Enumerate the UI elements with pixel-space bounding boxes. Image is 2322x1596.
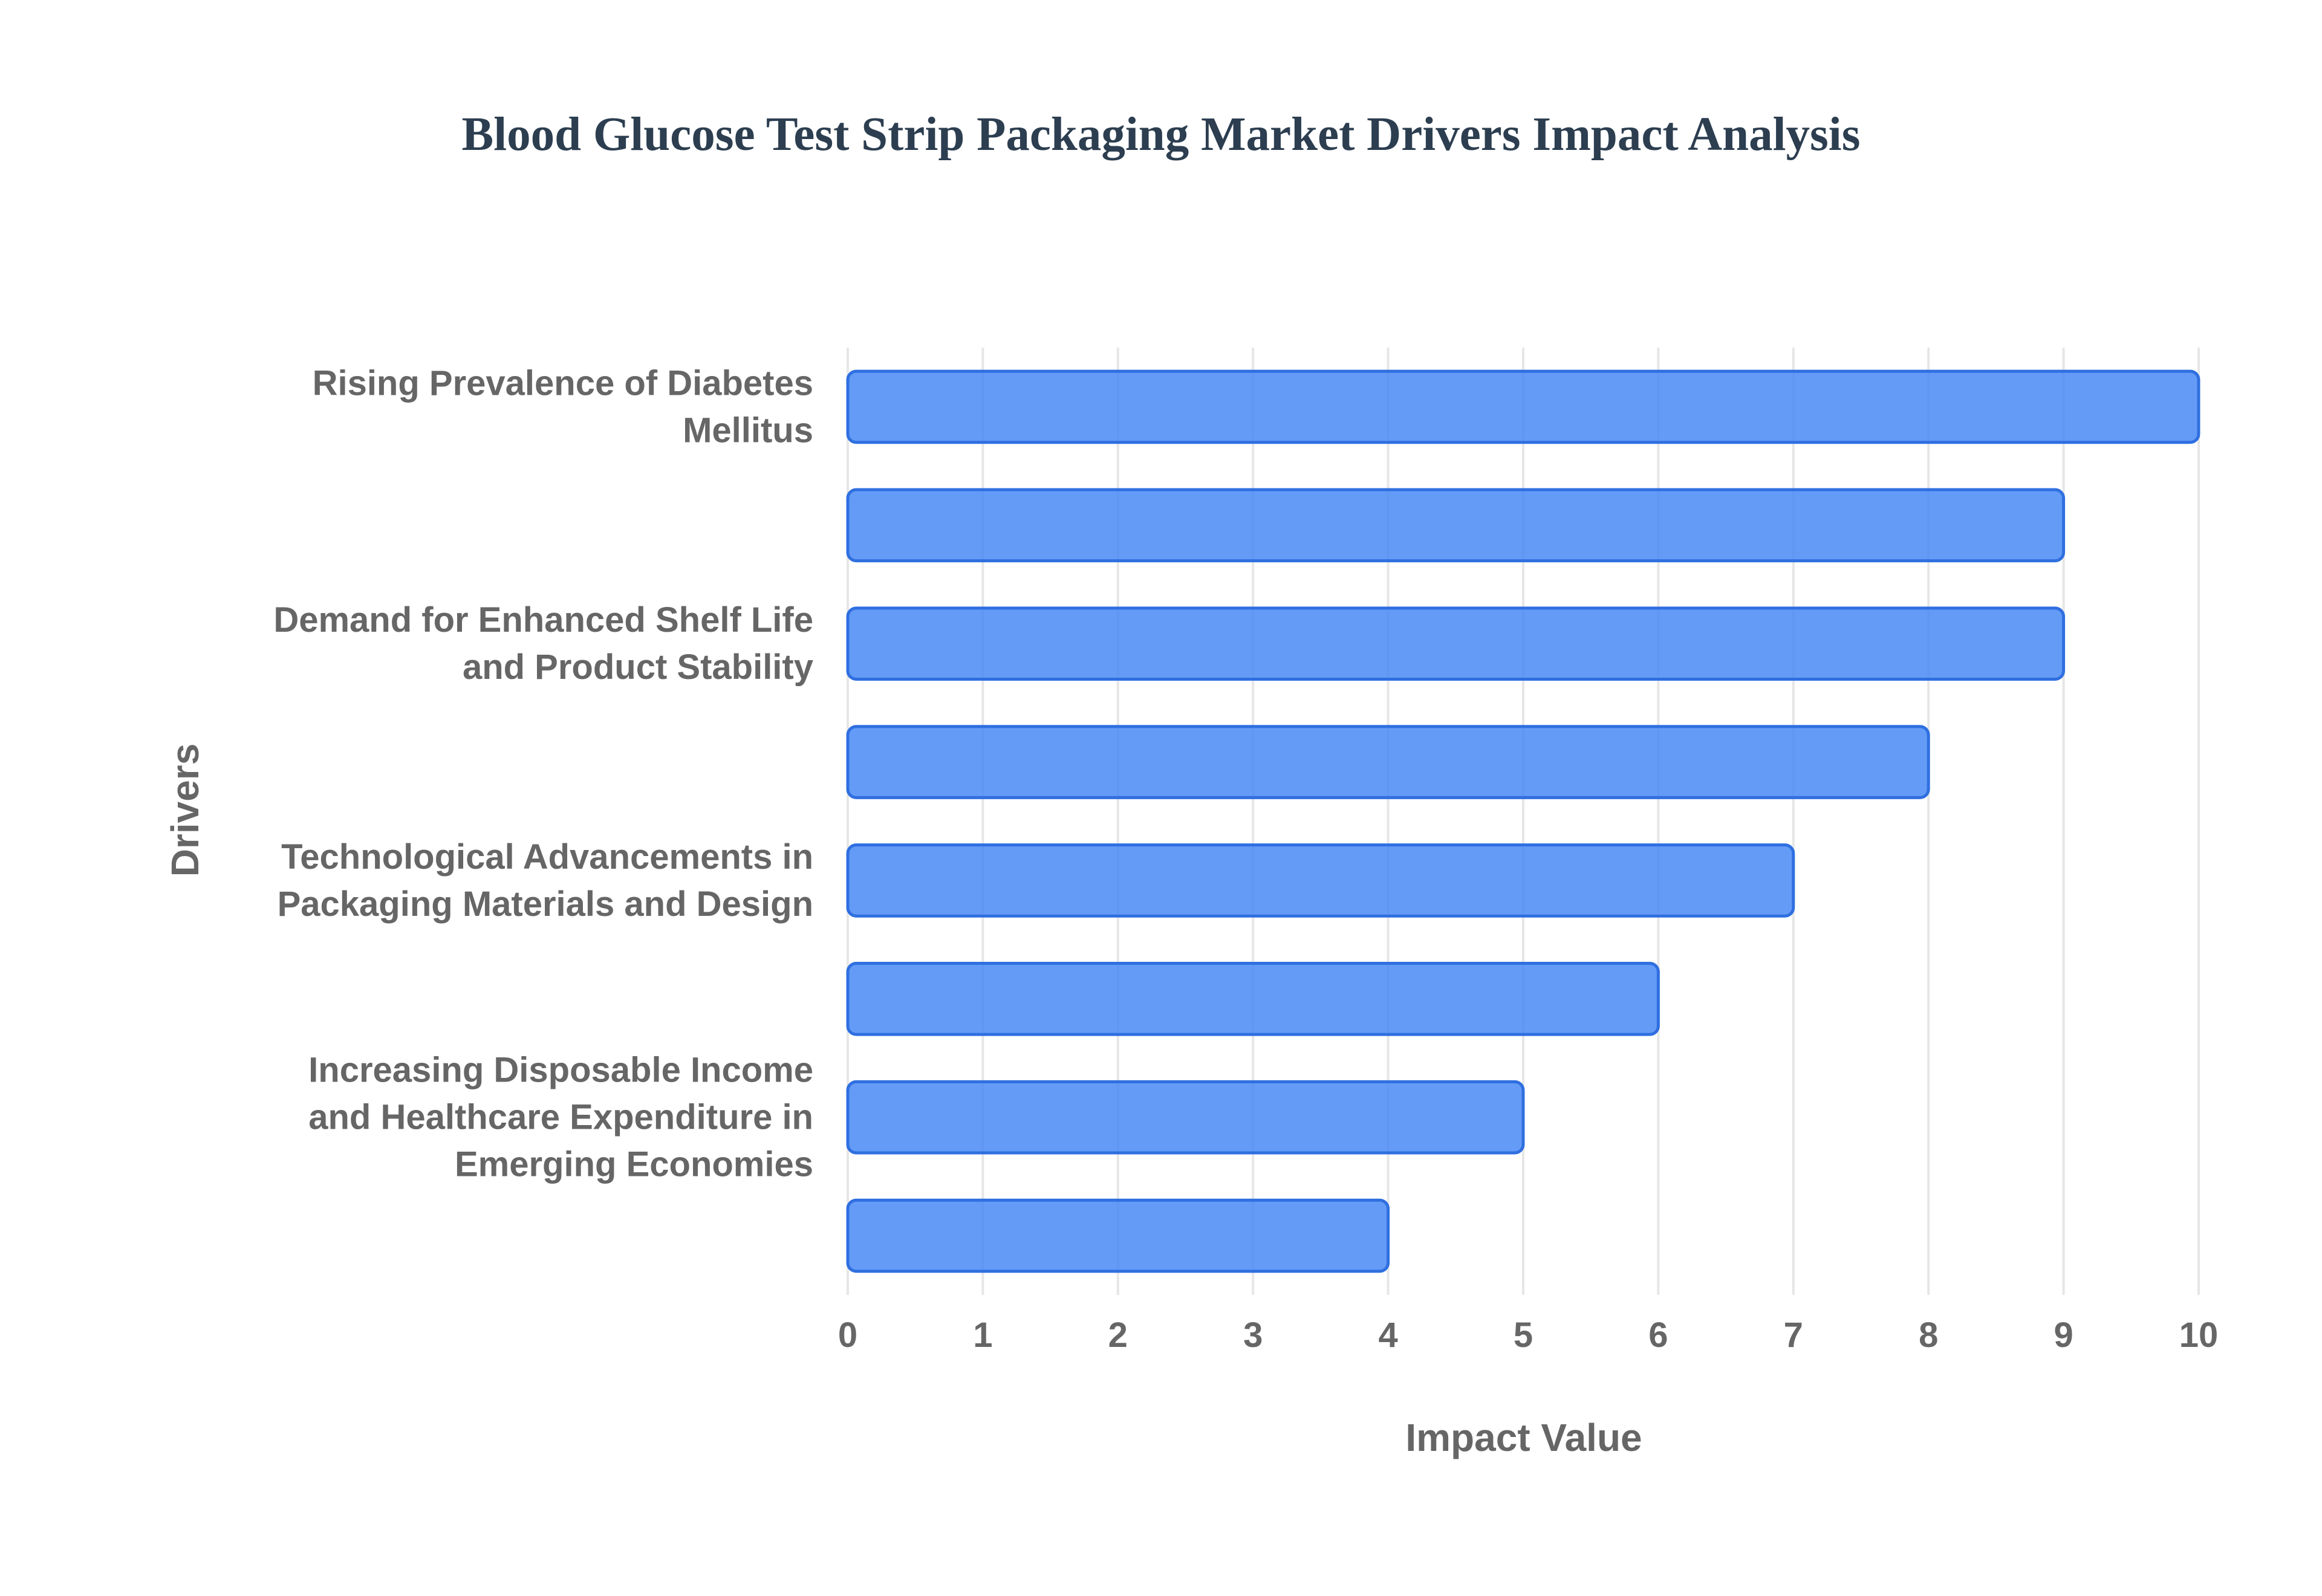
x-tick-labels: 0 1 2 3 4 5 6 7 8 9 10 (838, 1315, 2218, 1355)
bar (846, 369, 2200, 444)
bar (846, 488, 2066, 563)
bar (846, 606, 2066, 681)
x-tick-label: 10 (2179, 1315, 2219, 1355)
category-label: Mellitus (683, 410, 813, 450)
category-label: Emerging Economies (455, 1145, 813, 1184)
x-tick-label: 0 (838, 1315, 857, 1355)
bar (846, 1080, 1525, 1155)
category-labels: Rising Prevalence of Diabetes Mellitus Dem… (273, 363, 813, 1184)
x-tick-label: 5 (1514, 1315, 1533, 1355)
x-tick-label: 9 (2054, 1315, 2073, 1355)
x-tick-label: 3 (1243, 1315, 1263, 1355)
bar (846, 1198, 1390, 1273)
x-axis-title: Impact Value (1405, 1416, 1642, 1459)
category-label: Rising Prevalence of Diabetes (313, 363, 813, 403)
x-tick-label: 2 (1108, 1315, 1128, 1355)
category-label: Increasing Disposable Income (308, 1051, 813, 1090)
category-label: and Healthcare Expenditure in (308, 1098, 813, 1137)
bar (846, 725, 1930, 799)
category-label: and Product Stability (463, 647, 813, 687)
x-tick-label: 7 (1784, 1315, 1803, 1355)
bar (846, 962, 1660, 1036)
category-label: Demand for Enhanced Shelf Life (273, 600, 813, 640)
x-tick-label: 1 (973, 1315, 992, 1355)
category-label: Packaging Materials and Design (278, 884, 813, 924)
x-tick-label: 6 (1648, 1315, 1668, 1355)
bar (846, 843, 1795, 918)
x-tick-label: 4 (1378, 1315, 1397, 1355)
category-label: Technological Advancements in (281, 837, 813, 877)
chart-title: Blood Glucose Test Strip Packaging Marke… (461, 108, 1861, 161)
bars (846, 369, 2200, 1273)
y-axis-title: Drivers (163, 744, 207, 877)
x-tick-label: 8 (1919, 1315, 1938, 1355)
